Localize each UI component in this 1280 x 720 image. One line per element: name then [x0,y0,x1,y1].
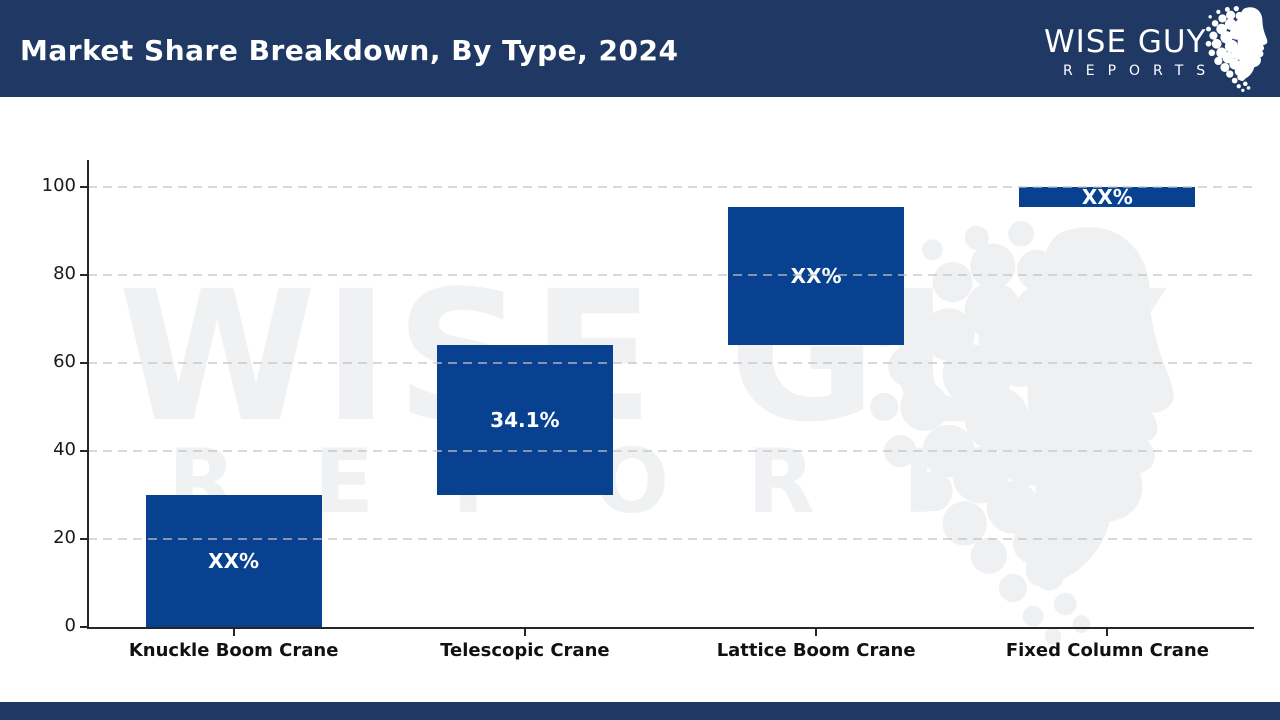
y-axis-tick [80,186,87,188]
x-axis-category-label: Fixed Column Crane [1005,640,1209,661]
y-axis-tick [80,626,87,628]
x-axis-tick [523,629,526,636]
bar-value-label: XX% [208,549,260,573]
footer-bar [0,702,1280,720]
logo-reports-text: REPORTS [1063,63,1219,79]
y-axis-tick-label: 60 [53,351,76,372]
gridline [88,450,1253,452]
gridline [88,362,1253,364]
y-axis-tick [80,274,87,276]
x-axis-tick [1106,629,1109,636]
x-axis-tick [232,629,235,636]
y-axis-tick-label: 100 [41,175,76,196]
y-axis-tick-label: 40 [53,439,76,460]
logo-wiseguy-text: WISE GUY [1044,24,1207,60]
bar-value-label: 34.1% [490,407,560,432]
y-axis-tick [80,538,87,540]
x-axis-line [87,627,1254,629]
gridline [88,274,1253,276]
bar-value-label: XX% [1081,184,1133,209]
bar: XX% [145,495,322,627]
wiseguy-head-icon [1205,6,1268,92]
header-bar: Market Share Breakdown, By Type, 2024 WI… [0,0,1280,97]
x-axis-category-label: Lattice Boom Crane [716,640,916,661]
gridline [88,538,1253,540]
bar: XX% [1019,184,1196,209]
y-axis-tick-label: 0 [64,615,76,636]
x-axis-category-label: Knuckle Boom Crane [128,640,339,661]
bar: 34.1% [436,344,613,495]
y-axis-tick [80,362,87,364]
y-axis-tick [80,450,87,452]
page-title: Market Share Breakdown, By Type, 2024 [20,34,679,67]
gridline [88,186,1253,188]
x-axis-category-label: Telescopic Crane [440,640,610,661]
y-axis-line [87,160,89,629]
x-axis-tick [815,629,818,636]
y-axis-tick-label: 20 [53,527,76,548]
y-axis-tick-label: 80 [53,263,76,284]
